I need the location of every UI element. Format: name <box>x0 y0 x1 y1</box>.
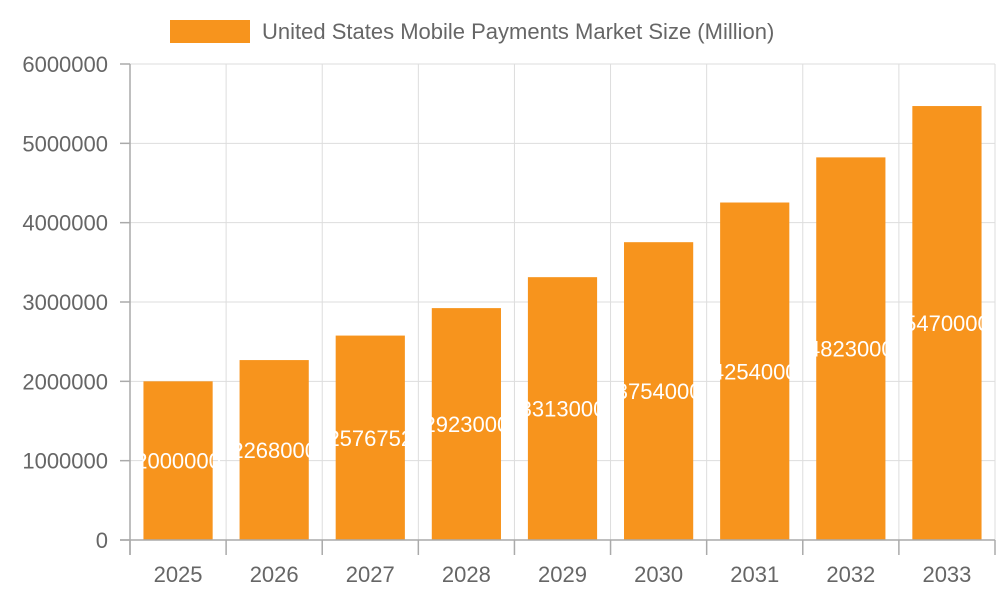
data-label-2031: 4254000 <box>712 359 798 384</box>
y-tick-label: 2000000 <box>22 369 108 394</box>
y-tick-label: 4000000 <box>22 211 108 236</box>
data-label-2030: 3754000 <box>616 379 702 404</box>
bar-2026 <box>239 360 309 540</box>
y-tick-label: 6000000 <box>22 52 108 77</box>
data-label-2025: 2000000 <box>135 449 221 474</box>
data-label-2026: 2268000 <box>231 438 317 463</box>
x-tick-label: 2032 <box>826 562 875 587</box>
x-axis-ticks: 2025 2026 2027 2028 2029 2030 2031 2032 2033 <box>129 540 996 587</box>
bar-2031 <box>720 202 790 541</box>
data-label-2032: 4823000 <box>808 337 894 362</box>
y-tick-label: 5000000 <box>22 131 108 156</box>
x-tick-label: 2029 <box>538 562 587 587</box>
data-labels: 2000000 2268000 2576752 2923000 3313000 37540… <box>135 311 990 474</box>
x-tick-label: 2033 <box>922 562 971 587</box>
x-tick-label: 2031 <box>730 562 779 587</box>
x-tick-label: 2027 <box>346 562 395 587</box>
data-label-2033: 5470000 <box>904 311 990 336</box>
x-tick-label: 2028 <box>442 562 491 587</box>
y-tick-label: 1000000 <box>22 449 108 474</box>
data-label-2027: 2576752 <box>327 426 413 451</box>
x-tick-label: 2030 <box>634 562 683 587</box>
legend: United States Mobile Payments Market Siz… <box>170 19 774 44</box>
y-tick-label: 3000000 <box>22 290 108 315</box>
bar-2025 <box>143 381 213 540</box>
data-label-2028: 2923000 <box>424 412 510 437</box>
x-tick-label: 2026 <box>250 562 299 587</box>
legend-label: United States Mobile Payments Market Siz… <box>262 19 774 44</box>
bar-2032 <box>816 157 886 540</box>
bars <box>143 106 982 541</box>
y-axis-ticks: 0 1000000 2000000 3000000 4000000 5000000 6000… <box>22 52 130 553</box>
legend-swatch <box>170 20 250 43</box>
data-label-2029: 3313000 <box>520 397 606 422</box>
y-tick-label: 0 <box>96 528 108 553</box>
bar-2033 <box>912 106 982 541</box>
bar-2029 <box>527 277 598 540</box>
grid <box>129 63 996 541</box>
x-tick-label: 2025 <box>154 562 203 587</box>
bar-2030 <box>624 242 694 540</box>
bar-2027 <box>335 335 405 540</box>
bar-2028 <box>431 308 501 540</box>
